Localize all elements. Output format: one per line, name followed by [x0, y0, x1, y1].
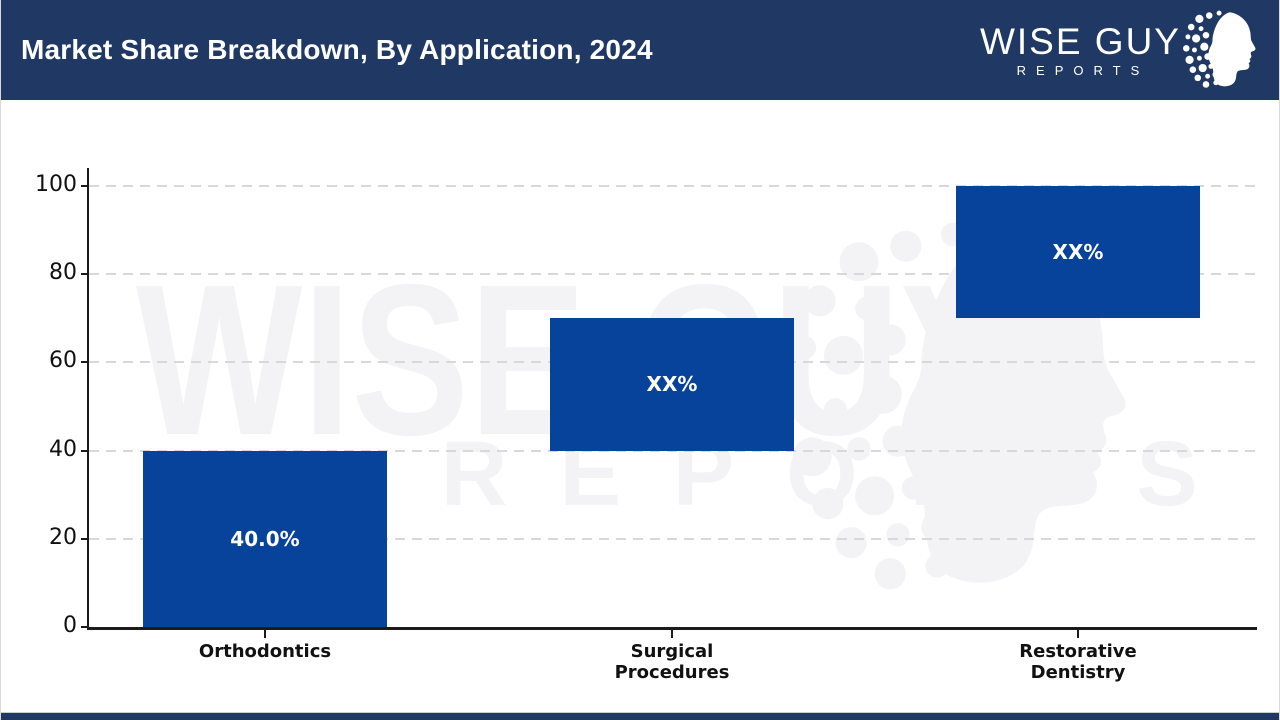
y-tick-mark-100 [81, 185, 89, 187]
gridline-80 [89, 273, 1257, 276]
y-tick-mark-80 [81, 273, 89, 276]
wise-guy-reports-logo: WISE GUY REPORTS [980, 6, 1265, 94]
y-tick-mark-20 [81, 537, 89, 540]
bar-value-label: XX% [1052, 240, 1104, 265]
y-tick-label-0: 0 [63, 613, 77, 638]
y-tick-label-40: 40 [49, 436, 77, 462]
category-label-1: Orthodontics [125, 641, 405, 662]
category-label-line: Orthodontics [198, 641, 332, 662]
logo-face-icon [1183, 6, 1265, 94]
bar-segment-3: XX% [956, 186, 1200, 319]
y-tick-mark-0 [81, 626, 89, 628]
category-label-3: Restorative Dentistry [938, 641, 1218, 683]
footer-accent-bar [1, 713, 1279, 720]
bar-segment-1: 40.0% [143, 450, 387, 627]
bar-value-label: 40.0% [230, 526, 300, 551]
x-tick-mark-1 [264, 630, 266, 638]
gridline-20 [89, 537, 1257, 540]
y-tick-label-80: 80 [49, 260, 77, 286]
gridline-100 [89, 185, 1257, 187]
header-bar: Market Share Breakdown, By Application, … [1, 0, 1279, 100]
category-label-line: Procedures [614, 662, 730, 683]
page-title: Market Share Breakdown, By Application, … [21, 34, 653, 65]
category-label-line: Dentistry [1030, 662, 1126, 683]
category-label-2: Surgical Procedures [532, 641, 812, 683]
y-tick-label-60: 60 [49, 348, 77, 374]
logo-subtitle: REPORTS [1016, 63, 1150, 78]
category-label-line: Surgical [630, 641, 714, 662]
x-tick-mark-2 [671, 630, 673, 638]
logo-text: WISE GUY REPORTS [980, 23, 1181, 77]
y-tick-mark-60 [81, 361, 89, 364]
gridline-40 [89, 449, 1257, 452]
bottom-hairline [1, 712, 1279, 713]
bar-value-label: XX% [646, 372, 698, 397]
x-axis-line [87, 627, 1257, 630]
y-tick-label-100: 100 [35, 172, 77, 197]
logo-wordmark: WISE GUY [979, 21, 1181, 62]
category-label-line: Restorative [1019, 641, 1137, 662]
bar-segment-2: XX% [550, 318, 794, 451]
y-tick-label-20: 20 [49, 524, 77, 550]
x-tick-mark-3 [1077, 630, 1079, 638]
y-tick-mark-40 [81, 449, 89, 452]
y-axis-line [87, 168, 89, 630]
